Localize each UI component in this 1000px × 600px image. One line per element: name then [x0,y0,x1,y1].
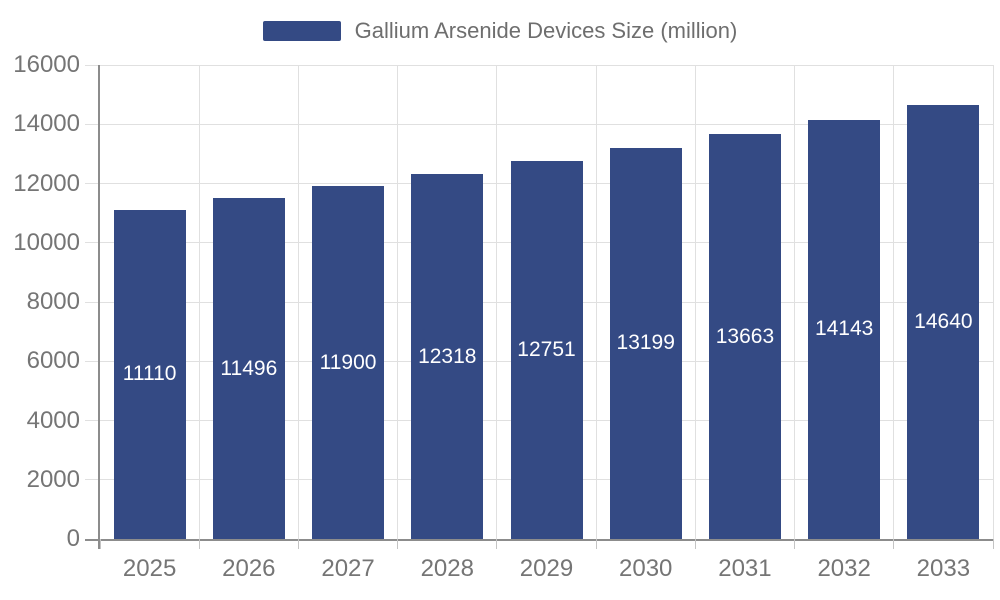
bar: 14143 [808,120,881,539]
gridline-horizontal [85,64,993,66]
bar: 12318 [411,174,484,539]
gridline-vertical [893,65,895,539]
x-axis-tick-label: 2033 [916,555,971,582]
x-axis-tick-label: 2028 [420,555,474,582]
bar-value-label: 12751 [517,338,576,362]
x-axis-tick-label: 2032 [817,555,871,582]
bar-value-label: 11900 [319,350,377,374]
x-axis-tick [992,539,994,549]
bar-value-label: 11110 [122,362,177,386]
x-axis-tick [99,539,101,549]
y-axis-tick-label: 16000 [13,51,80,78]
x-axis-line [85,539,993,541]
gridline-vertical [198,65,200,539]
gridline-vertical [595,65,597,539]
x-axis-tick [496,539,498,549]
x-axis-tick-label: 2030 [619,555,673,582]
legend-item[interactable]: Gallium Arsenide Devices Size (million) [262,18,738,44]
legend-swatch-icon [262,21,341,41]
bar-value-label: 12318 [418,344,477,368]
x-axis-tick [794,539,796,549]
gridline-vertical [397,65,399,539]
x-axis-tick [397,539,399,549]
y-axis-line [98,65,100,549]
x-axis-tick-label: 2031 [718,555,772,582]
x-axis-tick [595,539,597,549]
bar-value-label: 14143 [814,317,874,341]
x-axis-tick-label: 2026 [222,555,276,582]
gridline-vertical [992,65,994,539]
y-axis-tick-label: 8000 [26,288,80,315]
gridline-horizontal [85,123,993,125]
bar: 13663 [708,134,781,539]
y-axis-tick-label: 10000 [13,228,80,256]
bar: 13199 [609,147,682,539]
bar: 12751 [510,161,583,539]
bar: 11496 [212,198,285,539]
legend-label: Gallium Arsenide Devices Size (million) [354,18,738,43]
plot-area: 11110 11496 11900 12318 12751 13199 13663 14143… [85,64,994,549]
bar: 11900 [312,186,385,539]
bar-value-label: 11496 [220,356,278,380]
x-axis-tick [694,539,696,549]
gridline-vertical [794,65,796,539]
x-axis-tick [297,539,299,549]
gridline-vertical [496,65,498,539]
y-axis-tick-label: 2000 [26,465,80,493]
x-axis-tick [198,539,200,549]
y-axis-tick-label: 14000 [13,110,80,138]
x-axis-tick [893,539,895,549]
legend: Gallium Arsenide Devices Size (million) [0,18,1000,44]
bar: 14640 [907,105,980,539]
bar-value-label: 14640 [914,310,973,334]
x-axis-tick-label: 2027 [321,555,375,582]
y-axis-tick-label: 6000 [26,347,80,375]
gridline-vertical [297,65,299,539]
x-axis-tick-label: 2029 [519,555,574,582]
bar-value-label: 13663 [715,324,775,348]
y-axis-tick-label: 0 [66,525,80,552]
bar: 11110 [113,209,186,539]
bar-value-label: 13199 [616,331,675,355]
y-axis-tick-label: 4000 [26,406,80,434]
x-axis-tick-label: 2025 [122,555,177,582]
gridline-vertical [694,65,696,539]
y-axis-tick-label: 12000 [13,169,80,197]
